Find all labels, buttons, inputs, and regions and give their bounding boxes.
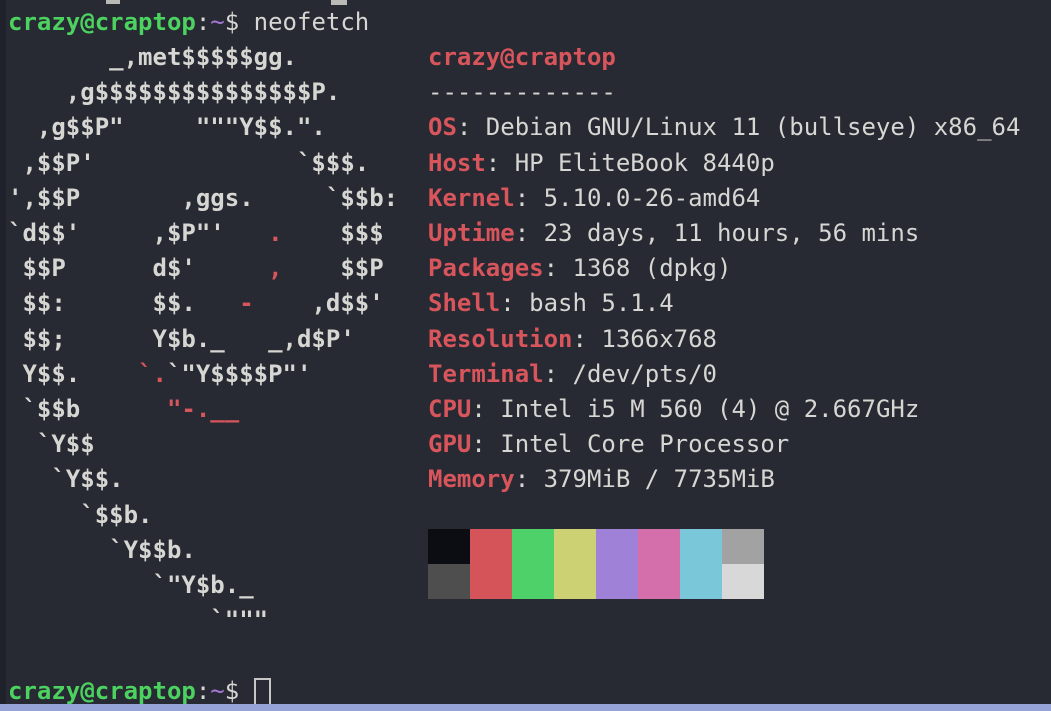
clipped-prev-line-mark [331, 0, 347, 5]
palette-swatch [680, 529, 722, 564]
prompt-path: ~ [210, 677, 225, 705]
debian-ascii-logo: _,met$$$$$gg. ,g$$$$$$$$$$$$$$$P. ,g$$P"… [8, 40, 398, 638]
ascii-art-line: ,g$$P" """Y$$.". [8, 113, 326, 142]
prompt-line-neofetch: crazy@craptop:~$ neofetch [8, 5, 369, 40]
info-row-packages: Packages: 1368 (dpkg) [428, 254, 732, 283]
ascii-art-line: $$: $$. - ,d$$' [8, 289, 384, 318]
info-row-host: Host: HP EliteBook 8440p [428, 148, 775, 177]
ascii-art-line: `Y$$ [8, 430, 95, 459]
prompt-colon: : [195, 677, 211, 705]
info-row-kernel: Kernel: 5.10.0-26-amd64 [428, 183, 761, 212]
palette-swatch [680, 564, 722, 599]
ascii-art-line: $$; Y$b._ _,d$P' [8, 324, 355, 353]
info-row-memory: Memory: 379MiB / 7735MiB [428, 465, 775, 494]
palette-swatch [596, 564, 638, 599]
ascii-art-line: `"Y$b._ [8, 571, 254, 600]
ascii-art-line: _,met$$$$$gg. [8, 43, 297, 71]
palette-swatch [554, 564, 596, 599]
prompt-colon: : [195, 8, 211, 36]
prompt-dollar: $ [224, 8, 240, 36]
palette-swatch [596, 529, 638, 564]
command-text: neofetch [239, 8, 370, 36]
ascii-art-line: `Y$$b. [8, 535, 196, 564]
info-row-terminal: Terminal: /dev/pts/0 [428, 359, 717, 388]
palette-swatch [512, 529, 554, 564]
ascii-art-line: $$P d$' , $$P [8, 254, 384, 283]
info-title: crazy@craptop [428, 43, 616, 71]
palette-swatch [428, 529, 470, 564]
palette-row2 [428, 564, 764, 599]
palette-swatch [512, 564, 554, 599]
ascii-art-line: ,g$$$$$$$$$$$$$$$P. [8, 78, 341, 107]
info-row-uptime: Uptime: 23 days, 11 hours, 56 mins [428, 219, 920, 248]
prompt-user: crazy@craptop [8, 8, 196, 36]
prompt-dollar: $ [224, 677, 240, 705]
palette-swatch [638, 529, 680, 564]
palette-swatch [722, 564, 764, 599]
terminal-left-edge [0, 0, 6, 711]
info-separator: ------------- [428, 78, 616, 107]
prompt-path: ~ [210, 8, 225, 36]
ascii-art-line: `$$b. [8, 500, 153, 529]
ascii-art-line: `d$$' ,$P"' . $$$ [8, 219, 384, 248]
ascii-art-line: ,$$P' `$$$. [8, 148, 370, 177]
clipped-prev-line-mark [106, 0, 120, 4]
info-row-gpu: GPU: Intel Core Processor [428, 430, 790, 459]
palette-row1 [428, 529, 764, 564]
window-bottom-border [0, 704, 1051, 711]
palette-swatch [470, 529, 512, 564]
palette-swatch [722, 529, 764, 564]
ascii-art-line: Y$$. `.`"Y$$$$P"' [8, 359, 312, 388]
prompt-user: crazy@craptop [8, 677, 196, 705]
palette-swatch [638, 564, 680, 599]
ascii-art-line: `Y$$. [8, 465, 124, 494]
info-row-os: OS: Debian GNU/Linux 11 (bullseye) x86_6… [428, 113, 1021, 142]
prompt-line-current: crazy@craptop:~$ [8, 674, 239, 709]
palette-swatch [428, 564, 470, 599]
info-row-shell: Shell: bash 5.1.4 [428, 289, 674, 318]
info-row-resolution: Resolution: 1366x768 [428, 324, 717, 353]
info-row-cpu: CPU: Intel i5 M 560 (4) @ 2.667GHz [428, 395, 920, 424]
ascii-art-line: `$$b "-.__ [8, 395, 240, 424]
terminal-cursor [254, 678, 271, 707]
palette-swatch [554, 529, 596, 564]
neofetch-info-panel: crazy@craptop ------------- OS: Debian GNU… [428, 40, 1020, 498]
ascii-art-line: `""" [8, 606, 269, 635]
palette-swatch [470, 564, 512, 599]
terminal-color-palette [428, 529, 764, 599]
ascii-art-line: ',$$P ,ggs. `$$b: [8, 183, 399, 212]
